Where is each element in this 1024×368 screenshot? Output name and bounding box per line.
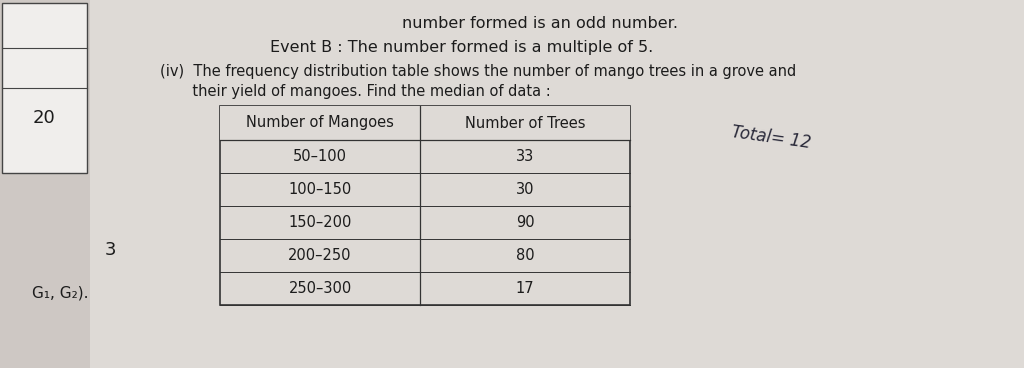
Text: 100–150: 100–150	[289, 182, 351, 197]
Text: 250–300: 250–300	[289, 281, 351, 296]
Text: Event B : The number formed is a multiple of 5.: Event B : The number formed is a multipl…	[270, 40, 653, 55]
Bar	[0, 0, 90, 368]
Text: Total= 12: Total= 12	[730, 124, 812, 152]
Text: 200–250: 200–250	[288, 248, 352, 263]
Bar	[2, 3, 87, 173]
Text: 33: 33	[516, 149, 535, 164]
Text: Number of Trees: Number of Trees	[465, 116, 586, 131]
Text: 3: 3	[104, 241, 116, 259]
Text: 30: 30	[516, 182, 535, 197]
Text: 20: 20	[33, 109, 55, 127]
Text: 50–100: 50–100	[293, 149, 347, 164]
Text: their yield of mangoes. Find the median of data :: their yield of mangoes. Find the median …	[160, 84, 551, 99]
Text: (iv)  The frequency distribution table shows the number of mango trees in a grov: (iv) The frequency distribution table sh…	[160, 64, 797, 79]
Text: 150–200: 150–200	[289, 215, 351, 230]
Bar	[220, 106, 630, 305]
Text: 80: 80	[516, 248, 535, 263]
Text: 17: 17	[516, 281, 535, 296]
Text: Number of Mangoes: Number of Mangoes	[246, 116, 394, 131]
Text: G₁, G₂).: G₁, G₂).	[32, 286, 88, 301]
Bar	[220, 106, 630, 140]
Text: number formed is an odd number.: number formed is an odd number.	[402, 16, 678, 31]
Text: 90: 90	[516, 215, 535, 230]
